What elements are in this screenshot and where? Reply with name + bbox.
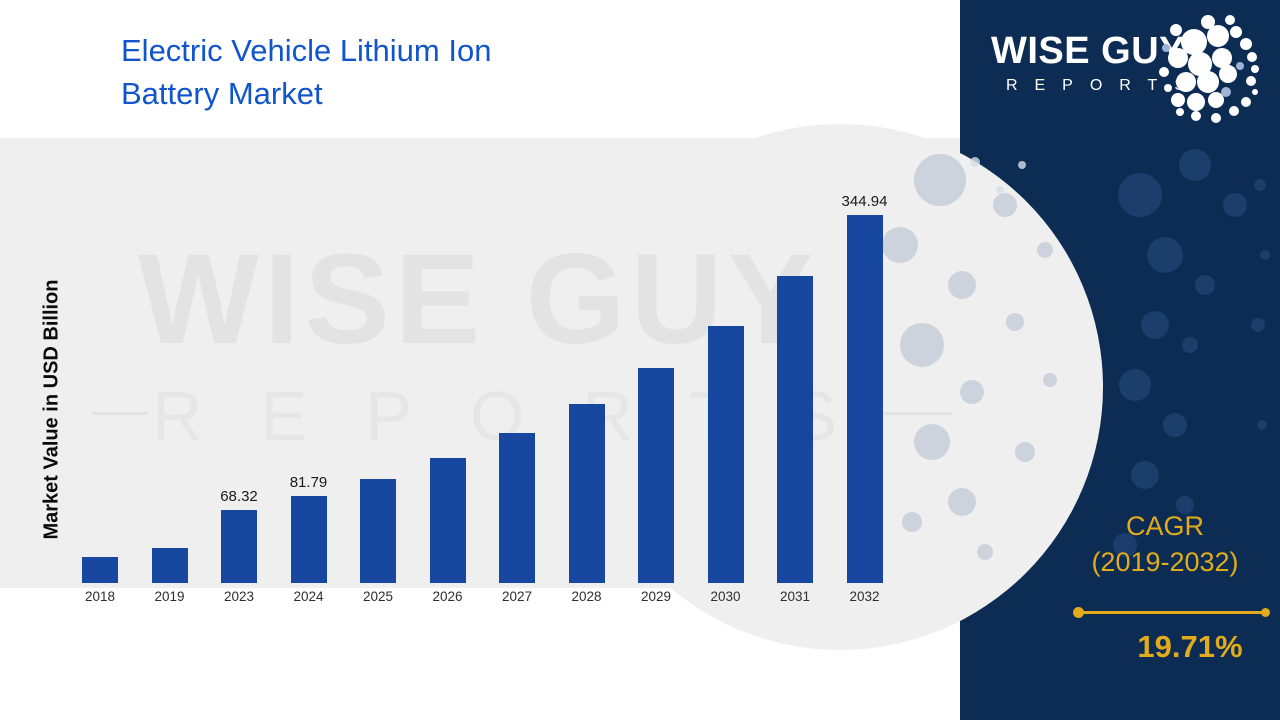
bar-group: 2031 xyxy=(760,275,830,604)
bar-group: 2018 xyxy=(65,557,135,604)
bar xyxy=(82,557,118,583)
bar xyxy=(568,403,605,583)
y-axis-label: Market Value in USD Billion xyxy=(40,279,63,540)
wiseguy-logo-text: WISE GUY REPORTS xyxy=(991,30,1185,95)
x-tick-label: 2027 xyxy=(501,589,533,604)
bar xyxy=(638,368,674,583)
x-tick-label: 2028 xyxy=(571,589,602,604)
x-tick-label: 2026 xyxy=(432,589,463,604)
wiseguy-logo: WISE GUY REPORTS xyxy=(960,0,1280,140)
bar xyxy=(846,214,883,583)
bar xyxy=(290,495,327,583)
bar xyxy=(429,457,466,583)
cagr-divider-right-dot xyxy=(1261,608,1270,617)
bar xyxy=(499,433,535,583)
x-tick-label: 2024 xyxy=(293,589,324,604)
wiseguy-head-icon xyxy=(1159,15,1259,123)
x-tick-label: 2023 xyxy=(223,589,255,604)
x-tick-label: 2029 xyxy=(640,589,672,604)
x-tick-label: 2032 xyxy=(849,589,880,604)
x-tick-label: 2018 xyxy=(84,589,116,604)
cagr-label-line2: (2019-2032) xyxy=(1091,547,1239,578)
x-tick-label: 2030 xyxy=(710,589,741,604)
bar-value-label: 344.94 xyxy=(841,192,888,210)
bar xyxy=(360,478,396,583)
bar-group: 2019 xyxy=(135,547,205,604)
wiseguy-logo-name: WISE GUY xyxy=(990,30,1185,72)
bar-group: 2027 xyxy=(482,433,552,604)
bar xyxy=(221,510,257,583)
bar-group: 344.94 2032 xyxy=(830,192,900,604)
wiseguy-logo-sub: REPORTS xyxy=(1005,77,1202,94)
watermark-rule-left xyxy=(92,412,148,415)
bar-group: 2026 xyxy=(413,457,483,604)
x-tick-label: 2025 xyxy=(362,589,394,604)
page-title: Electric Vehicle Lithium Ion Battery Mar… xyxy=(121,30,491,116)
bar-group: 81.79 2024 xyxy=(274,473,344,604)
bar xyxy=(151,547,188,583)
bar xyxy=(707,326,744,583)
x-tick-label: 2031 xyxy=(779,589,811,604)
watermark-line1: WISE GUY xyxy=(138,228,819,371)
bar-group: 2028 xyxy=(552,403,622,604)
bar-value-label: 81.79 xyxy=(289,473,328,491)
bar-group: 2030 xyxy=(691,326,761,604)
watermark-rule-right xyxy=(868,412,952,415)
cagr-value: 19.71% xyxy=(1137,629,1243,664)
cagr-divider-left-dot xyxy=(1073,607,1084,618)
page-title-line1: Electric Vehicle Lithium Ion xyxy=(121,33,492,68)
bar-group: 68.32 2023 xyxy=(204,488,274,604)
cagr-label: CAGR (2019-2032) xyxy=(1060,508,1270,581)
bar-group: 2029 xyxy=(621,368,691,604)
x-tick-label: 2019 xyxy=(154,589,185,604)
bar-value-label: 68.32 xyxy=(220,488,258,506)
bar xyxy=(777,275,813,583)
cagr-label-line1: CAGR xyxy=(1125,511,1204,541)
page-title-line2: Battery Market xyxy=(121,75,323,111)
bar-group: 2025 xyxy=(343,478,413,604)
cagr-divider xyxy=(1073,607,1270,618)
